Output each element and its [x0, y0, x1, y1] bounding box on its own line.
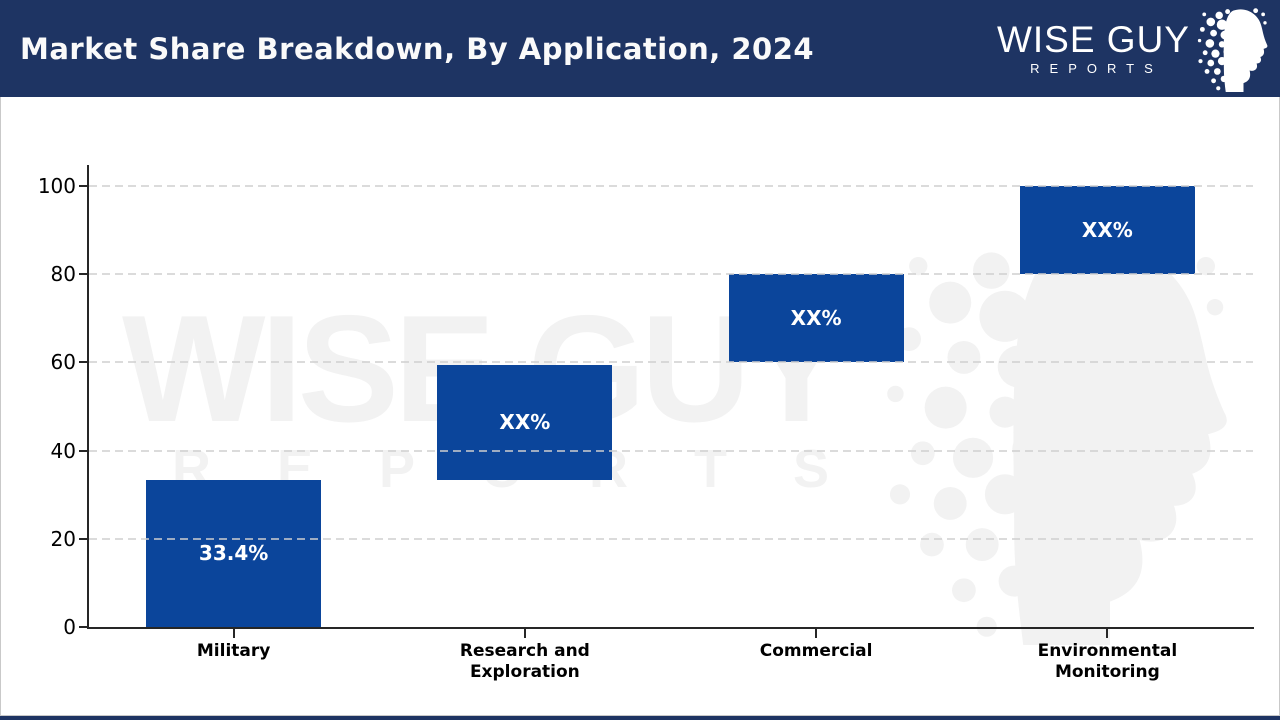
- bar-value-label: XX%: [499, 410, 551, 435]
- bar-value-label: XX%: [790, 306, 842, 331]
- dotted-head-logo-icon: [1197, 7, 1268, 92]
- x-tick: [815, 629, 818, 638]
- y-tick: [79, 185, 88, 187]
- bar-commercial: XX%: [728, 274, 904, 363]
- y-tick: [79, 626, 88, 628]
- gridline-60: [89, 361, 1253, 364]
- bar-value-label: 33.4%: [198, 541, 269, 566]
- logo-text: WISE GUY REPORTS: [997, 21, 1190, 76]
- y-tick: [79, 537, 88, 540]
- x-tick: [1106, 629, 1109, 638]
- y-tick-label-20: 20: [50, 526, 76, 551]
- y-tick-label-80: 80: [50, 262, 76, 287]
- footer-bar: [0, 716, 1280, 720]
- bar-military: 33.4%: [146, 479, 322, 627]
- category-label-commercial: Commercial: [759, 641, 873, 661]
- category-label-research-and-exploration: Research and Exploration: [459, 641, 590, 682]
- logo-name: WISE GUY: [996, 19, 1190, 60]
- gridline-100: [89, 185, 1253, 187]
- gridline-20: [89, 537, 1253, 540]
- y-tick: [79, 361, 88, 364]
- wise-guy-reports-logo: WISE GUY REPORTS: [997, 6, 1270, 92]
- y-tick-label-40: 40: [50, 438, 76, 463]
- bar-research-and-exploration: XX%: [437, 364, 613, 480]
- y-tick-label-0: 0: [63, 615, 76, 639]
- gridline-40: [89, 449, 1253, 452]
- x-tick: [523, 629, 526, 638]
- chart-title: Market Share Breakdown, By Application, …: [20, 31, 815, 66]
- x-axis: [87, 627, 1254, 629]
- y-axis: [87, 165, 89, 629]
- logo-subtitle: REPORTS: [1030, 61, 1163, 76]
- bar-value-label: XX%: [1081, 218, 1133, 243]
- bar-environmental-monitoring: XX%: [1019, 186, 1195, 275]
- header-bar: Market Share Breakdown, By Application, …: [0, 0, 1280, 97]
- y-tick-label-60: 60: [50, 350, 76, 375]
- category-label-environmental-monitoring: Environmental Monitoring: [1037, 641, 1178, 682]
- category-label-military: Military: [196, 641, 271, 661]
- gridline-80: [89, 273, 1253, 276]
- x-tick: [232, 629, 235, 638]
- y-tick: [79, 449, 88, 452]
- y-tick: [79, 273, 88, 276]
- y-tick-label-100: 100: [37, 174, 76, 198]
- watermark-dotted-head-icon: [887, 235, 1227, 645]
